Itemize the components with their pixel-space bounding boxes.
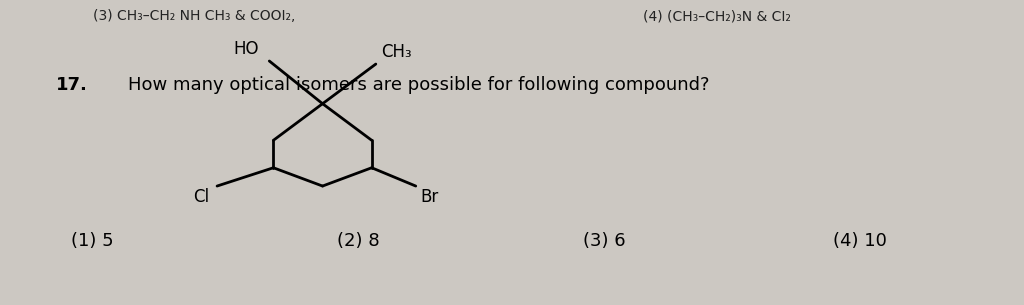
Text: CH₃: CH₃ [381,43,412,61]
Text: (1) 5: (1) 5 [71,232,114,250]
Text: (3) CH₃–CH₂ NH CH₃ & COOI₂,: (3) CH₃–CH₂ NH CH₃ & COOI₂, [93,9,296,23]
Text: (3) 6: (3) 6 [583,232,626,250]
Text: Br: Br [421,188,439,206]
Text: How many optical isomers are possible for following compound?: How many optical isomers are possible fo… [128,76,710,94]
Text: Cl: Cl [193,188,209,206]
Text: HO: HO [233,40,259,58]
Text: 17.: 17. [56,76,88,94]
Text: (4) 10: (4) 10 [834,232,887,250]
Text: (4) (CH₃–CH₂)₃N & CI₂: (4) (CH₃–CH₂)₃N & CI₂ [643,9,791,23]
Text: (2) 8: (2) 8 [337,232,380,250]
